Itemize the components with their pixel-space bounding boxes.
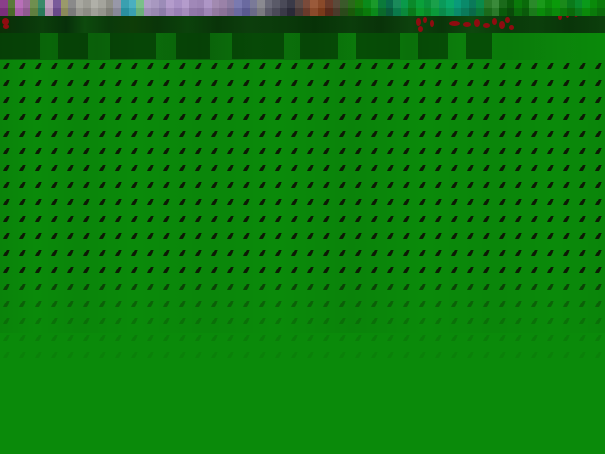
noise-cell [393,0,401,16]
noise-cell [143,0,152,16]
noise-cell [294,0,303,16]
noise-cell [242,0,250,16]
noise-cell [264,0,273,16]
noise-cell [484,0,492,16]
noise-cell [408,0,416,16]
noise-cell [431,0,439,16]
noise-cell [204,0,212,16]
noise-cell [347,0,356,16]
noise-cell [52,0,61,16]
noise-cell [234,0,242,16]
noise-cell [521,0,530,16]
noise-cell [423,0,432,16]
dark-green-band [0,16,605,33]
noise-cell [15,0,23,16]
noise-cell [98,0,106,16]
noise-cell [90,0,99,16]
noise-cell [37,0,46,16]
noise-cell [340,0,348,16]
noise-cell [166,0,174,16]
noise-cell [400,0,409,16]
noise-cell [22,0,31,16]
noise-cell [446,0,454,16]
noise-cell [332,0,341,16]
noise-cell [499,0,507,16]
noise-cell [249,0,258,16]
noise-cell [121,0,129,16]
noise-cell [363,0,371,16]
noise-cell [45,0,53,16]
noise-cell [461,0,469,16]
noise-cell [438,0,447,16]
noise-cell [68,0,76,16]
noise-cell [287,0,295,16]
top-noise-strip [0,0,605,16]
noise-cell [491,0,500,16]
noise-cell [219,0,227,16]
mid-green-band [0,33,605,60]
noise-cell [317,0,326,16]
noise-cell [506,0,515,16]
noise-cell [552,0,560,16]
noise-cell [378,0,386,16]
noise-cell [574,0,583,16]
noise-cell [181,0,190,16]
noise-cell [136,0,144,16]
noise-cell [567,0,575,16]
noise-cell [544,0,553,16]
noise-cell [514,0,522,16]
noise-cell [158,0,167,16]
noise-cell [30,0,38,16]
noise-cell [325,0,333,16]
noise-cell [468,0,477,16]
noise-cell [385,0,394,16]
noise-cell [310,0,318,16]
noise-cell [113,0,121,16]
noise-cell [589,0,598,16]
noise-cell [257,0,265,16]
noise-cell [279,0,288,16]
noise-cell [83,0,91,16]
noise-cell [415,0,424,16]
noise-cell [75,0,84,16]
noise-cell [536,0,545,16]
noise-cell [60,0,69,16]
noise-cell [0,0,8,16]
noise-cell [105,0,114,16]
noise-cell [173,0,182,16]
noise-cell [302,0,311,16]
noise-cell [128,0,137,16]
noise-cell [211,0,220,16]
noise-cell [476,0,484,16]
noise-cell [196,0,205,16]
noise-cell [559,0,568,16]
noise-cell [597,0,605,16]
noise-cell [151,0,159,16]
noise-cell [582,0,590,16]
noise-cell [370,0,379,16]
noise-cell [226,0,235,16]
noise-cell [272,0,280,16]
noise-cell [453,0,462,16]
noise-cell [189,0,197,16]
noise-cell [355,0,363,16]
noise-cell [7,0,16,16]
noise-cell [529,0,537,16]
